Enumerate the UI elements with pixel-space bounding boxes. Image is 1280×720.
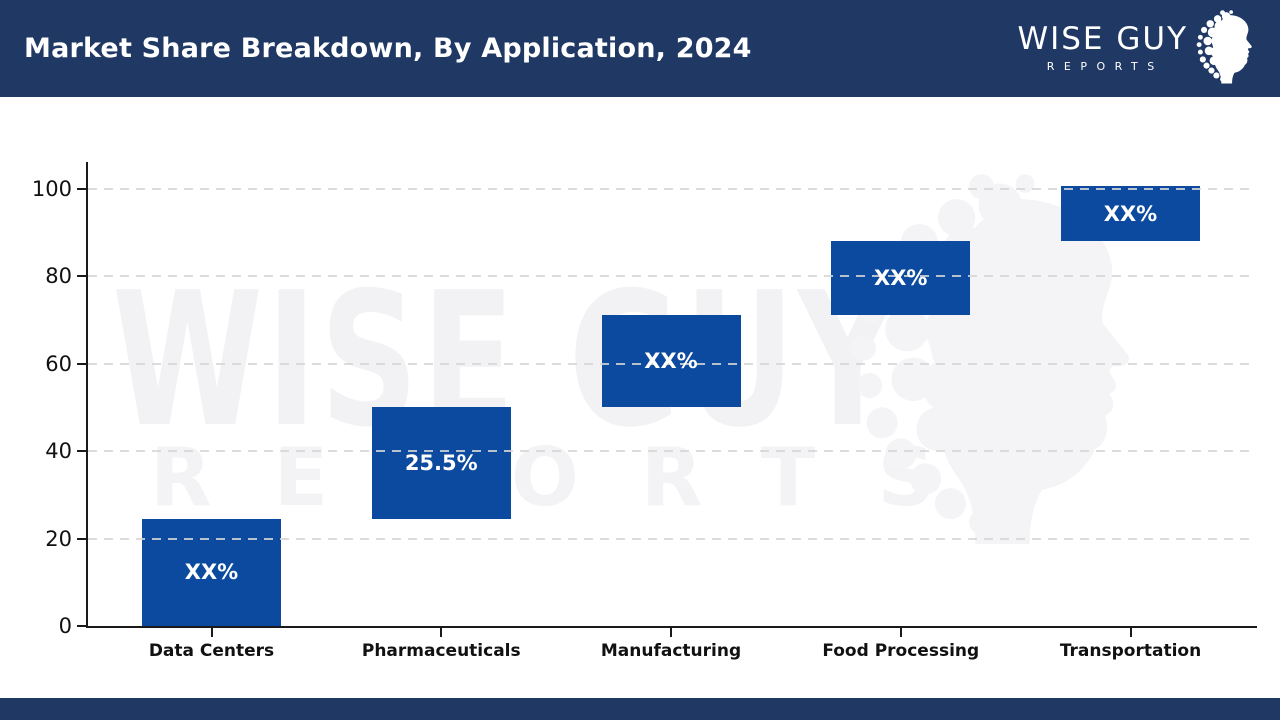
y-tick-label-40: 40 [45, 439, 72, 463]
x-tick-transportation [1129, 628, 1132, 637]
y-tick-label-0: 0 [58, 614, 72, 638]
footer-bar [0, 698, 1280, 720]
bar-transportation [1061, 186, 1200, 241]
bar-value-label-food-processing: XX% [874, 266, 928, 291]
y-tick-label-80: 80 [45, 264, 72, 288]
category-label-transportation: Transportation [1059, 641, 1202, 661]
bar-value-label-transportation: XX% [1103, 201, 1158, 226]
x-tick-food-processing [899, 628, 902, 637]
y-tick-40 [77, 450, 86, 452]
x-axis-spine [86, 626, 1257, 628]
category-label-food-processing: Food Processing [822, 641, 980, 661]
y-tick-60 [77, 362, 86, 365]
bar-data-centers [142, 518, 281, 626]
logo-brand-text: WISE GUY [1017, 21, 1188, 57]
y-tick-0 [77, 625, 86, 627]
y-tick-label-20: 20 [45, 526, 72, 551]
header-bar: Market Share Breakdown, By Application, … [0, 0, 1280, 97]
brand-logo: WISE GUY REPORTS [1017, 9, 1256, 89]
gridline-80 [88, 275, 1256, 277]
y-axis-spine [86, 162, 88, 628]
bar-value-label-pharmaceuticals: 25.5% [404, 451, 478, 476]
x-tick-pharmaceuticals [440, 628, 443, 637]
x-tick-data-centers [210, 628, 213, 637]
gridline-100 [88, 187, 1256, 190]
y-tick-label-60: 60 [45, 351, 72, 376]
logo-head-icon [1196, 9, 1252, 83]
bar-manufacturing [601, 315, 741, 408]
y-tick-label-100: 100 [31, 176, 72, 201]
x-tick-manufacturing [670, 628, 672, 637]
gridline-20 [88, 537, 1256, 540]
page-title: Market Share Breakdown, By Application, … [24, 33, 752, 64]
gridline-60 [88, 362, 1256, 365]
category-label-manufacturing: Manufacturing [600, 641, 742, 661]
bar-value-label-manufacturing: XX% [644, 349, 698, 374]
y-tick-100 [77, 187, 86, 190]
category-label-pharmaceuticals: Pharmaceuticals [361, 641, 521, 661]
gridline-40 [88, 450, 1256, 452]
logo-reports-text: REPORTS [1046, 60, 1164, 73]
y-tick-20 [77, 537, 86, 540]
category-label-data-centers: Data Centers [148, 641, 275, 661]
logo-text: WISE GUY REPORTS [1017, 21, 1188, 74]
bar-pharmaceuticals [371, 407, 511, 519]
bar-value-label-data-centers: XX% [184, 560, 239, 585]
bar-food-processing [831, 241, 971, 316]
y-tick-80 [77, 275, 86, 277]
